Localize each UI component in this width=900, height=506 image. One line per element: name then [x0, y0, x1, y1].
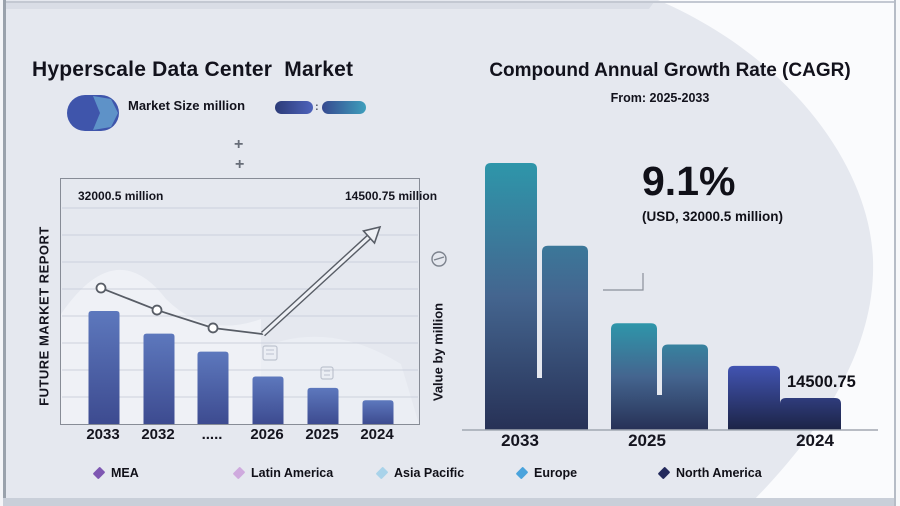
frame-left-line: [3, 0, 6, 506]
axis-label: 2033: [501, 431, 539, 450]
pill-separator: :: [315, 101, 319, 113]
frame-right-margin: [896, 0, 900, 506]
bar-base: [611, 395, 708, 430]
database-cylinder-icon: [67, 95, 119, 131]
legend-diamond-icon: [515, 466, 529, 480]
legend-item: Europe: [515, 466, 578, 480]
bar: [88, 311, 120, 424]
legend-diamond-icon: [657, 466, 671, 480]
axis-label: 2025: [305, 426, 339, 443]
legend-label: Asia Pacific: [394, 466, 465, 480]
legend-item: Latin America: [232, 466, 334, 480]
frame-top-line: [6, 1, 897, 3]
plus-icon: +: [235, 156, 245, 173]
bar: [307, 387, 339, 424]
bar: [197, 351, 229, 424]
bar-base: [485, 378, 588, 430]
axis-label: .....: [201, 426, 223, 443]
ratio-pill-right-icon: [322, 101, 366, 114]
market-size-label: Market Size million: [128, 98, 246, 113]
legend-label: MEA: [111, 466, 139, 480]
document-icon: [262, 345, 278, 361]
bar: [485, 163, 537, 430]
legend-label: Europe: [534, 466, 578, 480]
legend-label: North America: [676, 466, 762, 480]
cagr-value: 9.1%: [642, 158, 736, 204]
trend-arrow-head: [361, 225, 382, 245]
trend-marker: [207, 322, 219, 334]
y-axis-label: Value by million: [430, 302, 446, 402]
legend-label: Latin America: [251, 466, 334, 480]
legend-diamond-icon: [232, 466, 246, 480]
bar: [362, 400, 394, 424]
step-line-icon: [603, 273, 644, 291]
document-icon: [320, 366, 334, 380]
legend-diamond-icon: [375, 466, 389, 480]
bar: [143, 333, 175, 424]
watermark-label: FUTURE MARKET REPORT: [36, 226, 52, 406]
axis-label: 2024: [360, 426, 394, 443]
legend-item: North America: [657, 466, 762, 480]
bar-value-label: 14500.75: [787, 373, 856, 391]
diagonal-highlight: [658, 0, 900, 506]
legend-item: MEA: [92, 466, 139, 480]
ratio-pill-left-icon: [275, 101, 313, 114]
annotation-max-value: 32000.5 million: [78, 189, 164, 203]
frame-right-line: [894, 0, 896, 506]
legend-diamond-icon: [92, 466, 106, 480]
bar: [728, 365, 780, 430]
cagr-chart: [462, 163, 878, 431]
cagr-x-axis: 2033 2025 2024: [460, 431, 880, 453]
top-band: [3, 2, 654, 9]
minus-circle-icon: [431, 251, 447, 267]
axis-label: 2025: [628, 431, 666, 450]
market-size-x-axis: 2033 2032..... 2026 2025 2024: [60, 426, 418, 446]
cagr-subtitle: From: 2025-2033: [610, 91, 710, 105]
annotation-start-value: 14500.75 million: [345, 189, 438, 203]
cagr-detail: (USD, 32000.5 million): [642, 209, 784, 224]
cagr-title: Compound Annual Growth Rate (CAGR): [489, 60, 851, 81]
trend-arrow: [261, 235, 371, 336]
page-title: Hyperscale Data Center Market: [32, 58, 354, 81]
plus-icon: +: [234, 136, 244, 153]
axis-label: 2033: [86, 426, 120, 443]
trend-marker: [95, 282, 107, 294]
bar: [780, 397, 841, 430]
market-size-chart: [60, 178, 420, 425]
axis-label: 2026: [250, 426, 284, 443]
axis-label: 2032: [141, 426, 175, 443]
bar: [252, 376, 284, 424]
frame-left-margin: [0, 0, 3, 506]
trend-marker: [151, 304, 163, 316]
region-legend: MEA Latin America Asia Pacific Europe North …: [0, 466, 900, 490]
frame-bottom-strip: [3, 498, 897, 506]
axis-label: 2024: [796, 431, 834, 450]
trend-line: [100, 287, 264, 335]
legend-item: Asia Pacific: [375, 466, 465, 480]
